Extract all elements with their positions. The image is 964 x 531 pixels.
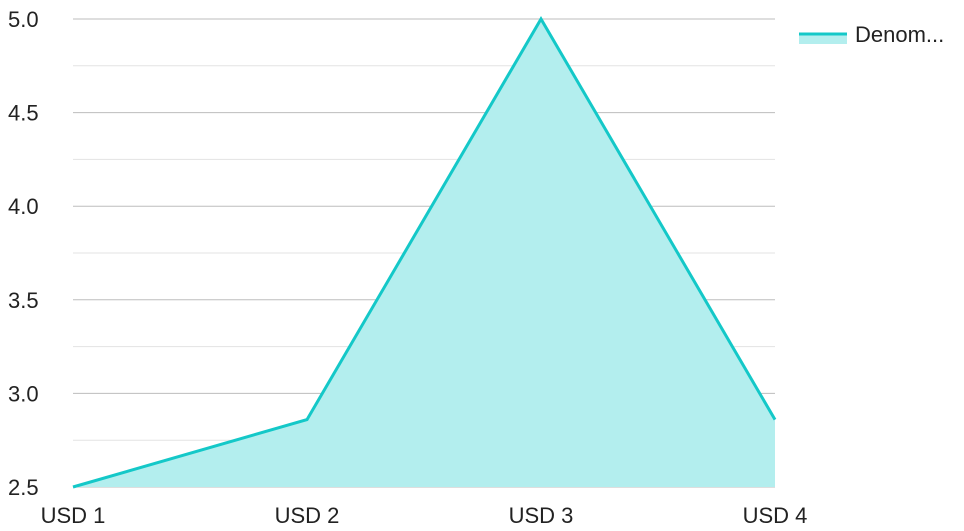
y-tick-label: 2.5 — [8, 475, 39, 500]
x-tick-label: USD 4 — [743, 503, 808, 526]
y-tick-label: 4.5 — [8, 101, 39, 126]
legend-label: Denom... — [855, 22, 944, 47]
y-tick-label: 5.0 — [8, 7, 39, 32]
x-tick-label: USD 1 — [41, 503, 106, 526]
legend: Denom... — [799, 22, 944, 47]
x-tick-label: USD 3 — [509, 503, 574, 526]
y-tick-label: 3.5 — [8, 288, 39, 313]
x-axis-ticks: USD 1 USD 2 USD 3 USD 4 — [41, 503, 808, 526]
x-tick-label: USD 2 — [275, 503, 340, 526]
y-axis-ticks: 2.5 3.0 3.5 4.0 4.5 5.0 — [8, 7, 39, 500]
y-tick-label: 4.0 — [8, 194, 39, 219]
y-tick-label: 3.0 — [8, 381, 39, 406]
